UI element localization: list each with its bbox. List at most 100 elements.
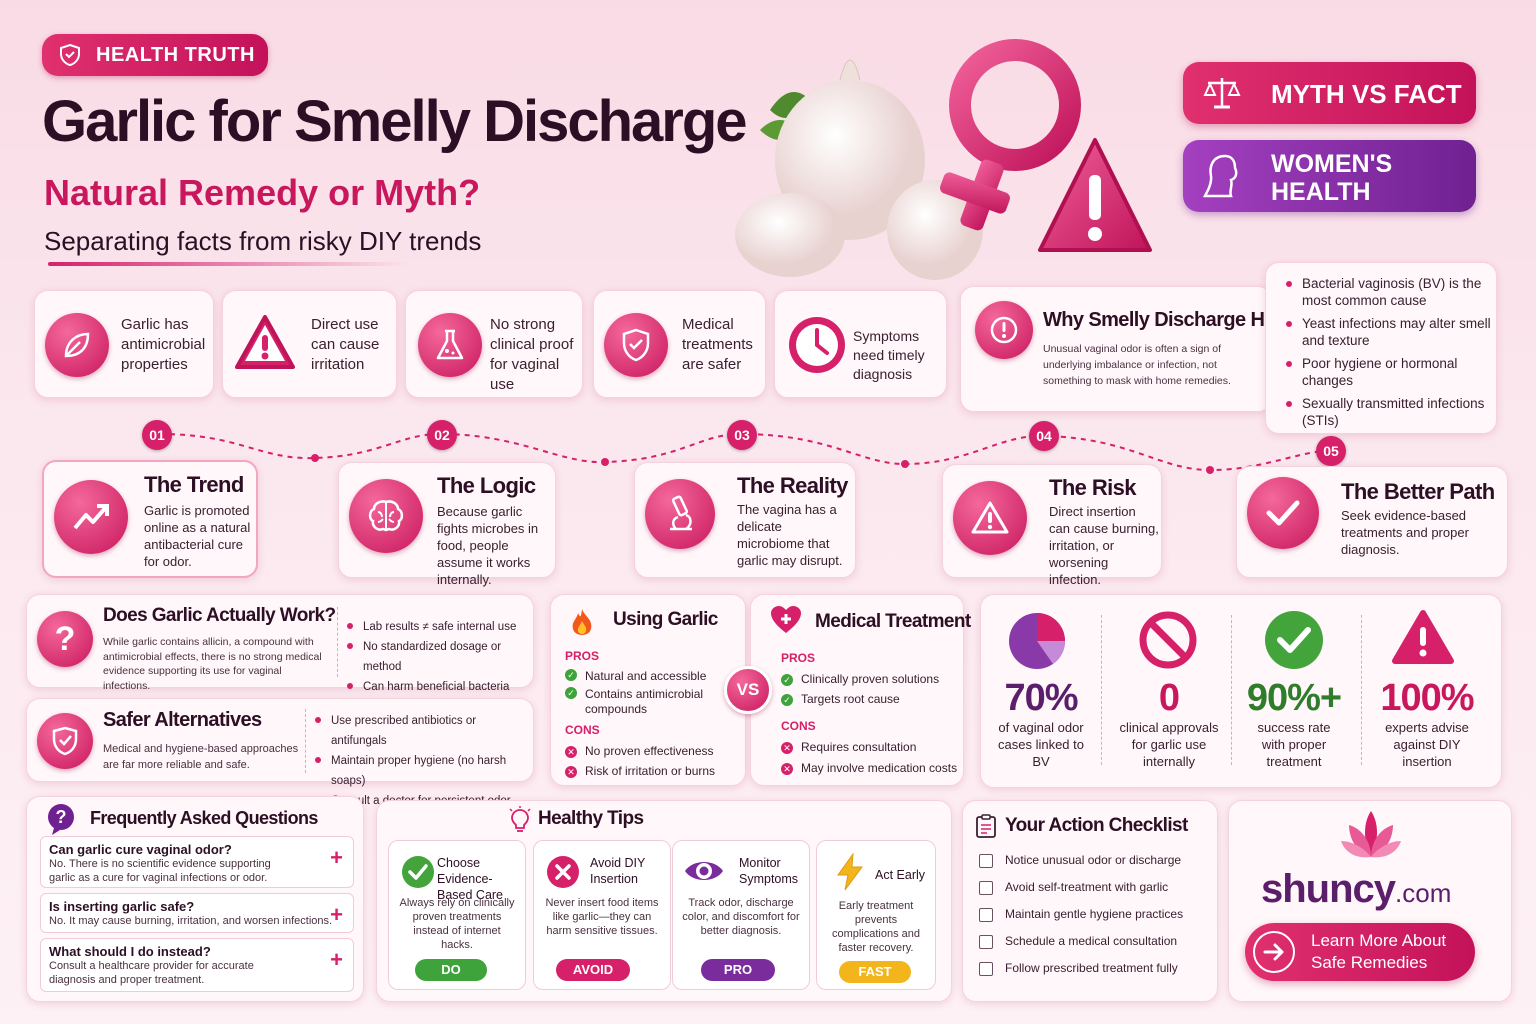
warning-icon xyxy=(953,481,1027,555)
con-item: Risk of irritation or burns xyxy=(585,764,716,778)
does-work-text: While garlic contains allicin, a compoun… xyxy=(103,636,322,692)
faq-item[interactable]: Can garlic cure vaginal odor? No. There … xyxy=(40,836,354,888)
safer-points: Use prescribed antibiotics or antifungal… xyxy=(311,711,533,811)
checkbox[interactable] xyxy=(979,880,993,895)
checkbox[interactable] xyxy=(979,907,993,922)
lightbulb-icon xyxy=(508,806,532,839)
tip-body: Early treatment prevents complications a… xyxy=(831,900,921,954)
expand-plus-icon[interactable]: + xyxy=(330,947,343,972)
tip-tag: FAST xyxy=(839,961,911,983)
womens-health-pill: WOMEN'S HEALTH xyxy=(1183,140,1476,212)
stat-label: experts advise against DIY insertion xyxy=(1385,720,1469,769)
tip-card-do: Choose Evidence-Based Care Always rely o… xyxy=(388,840,526,990)
compare-medical-card: Medical Treatment PROS ✓ Clinically prove… xyxy=(750,594,971,786)
medical-compare-title: Medical Treatment xyxy=(815,611,971,632)
fact-card-no-proof: No strong clinical proof for vaginal use xyxy=(405,290,583,398)
tip-body: Track odor, discharge color, and discomf… xyxy=(682,897,800,937)
faq-title: Frequently Asked Questions xyxy=(90,808,318,828)
tip-card-avoid: Avoid DIY Insertion Never insert food it… xyxy=(533,840,671,990)
does-work-card: ? Does Garlic Actually Work? While garli… xyxy=(26,594,534,693)
alert-circle-icon xyxy=(975,301,1033,359)
checklist-label: Notice unusual odor or discharge xyxy=(1005,853,1182,867)
tip-card-fast: Act Early Early treatment prevents compl… xyxy=(816,840,936,990)
divider xyxy=(1101,615,1102,765)
question-icon: ? xyxy=(37,611,93,667)
heart-plus-icon xyxy=(769,605,803,640)
pro-item: Natural and accessible xyxy=(585,669,707,683)
step-card-risk: The Risk Direct insertion can cause burn… xyxy=(942,464,1162,587)
checkbox[interactable] xyxy=(979,853,993,868)
medical-pros-label: PROS xyxy=(781,651,816,665)
faq-item[interactable]: Is inserting garlic safe? No. It may cau… xyxy=(40,893,354,933)
expand-plus-icon[interactable]: + xyxy=(330,902,343,927)
page-tagline: Separating facts from risky DIY trends xyxy=(44,226,482,256)
step-number: 05 xyxy=(1316,436,1346,466)
check-icon xyxy=(1247,477,1319,549)
checklist-item[interactable]: Follow prescribed treatment fully xyxy=(979,955,1215,982)
lightning-icon xyxy=(835,852,865,896)
step-title: The Better Path xyxy=(1341,479,1495,504)
woman-profile-icon xyxy=(1201,152,1247,205)
does-work-title: Does Garlic Actually Work? xyxy=(103,605,336,626)
faq-answer: Consult a healthcare provider for accura… xyxy=(49,960,254,986)
tips-title: Healthy Tips xyxy=(538,808,644,829)
x-icon: ✕ xyxy=(565,745,577,758)
learn-more-button[interactable]: Learn More About Safe Remedies xyxy=(1245,923,1475,981)
microscope-icon xyxy=(645,479,715,549)
faq-item[interactable]: What should I do instead? Consult a heal… xyxy=(40,938,354,992)
faq-answer: No. There is no scientific evidence supp… xyxy=(49,858,271,884)
x-circle-icon xyxy=(546,855,580,894)
causes-list: Bacterial vaginosis (BV) is the most com… xyxy=(1282,275,1492,429)
medical-cons-list: ✕ Requires consultation ✕ May involve medi… xyxy=(781,737,961,779)
shield-check-icon xyxy=(604,313,668,377)
brain-icon xyxy=(349,479,423,553)
tip-head: Act Early xyxy=(875,868,926,882)
badge-label: HEALTH TRUTH xyxy=(96,44,255,66)
brand-suffix: .com xyxy=(1395,878,1452,908)
fact-card-irritation: Direct use can cause irritation xyxy=(222,290,397,398)
arrow-right-icon xyxy=(1253,931,1295,973)
checklist-label: Avoid self-treatment with garlic xyxy=(1005,880,1169,894)
tip-head: Choose Evidence-Based Care xyxy=(437,856,504,902)
checklist-item[interactable]: Maintain gentle hygiene practices xyxy=(979,901,1215,928)
lotus-logo-icon xyxy=(1339,807,1403,872)
step-card-logic: The Logic Because garlic fights microbes… xyxy=(338,462,556,587)
eye-icon xyxy=(683,857,725,890)
step-text: The vagina has a delicate microbiome tha… xyxy=(737,502,843,568)
step-number: 03 xyxy=(727,420,757,450)
checklist-label: Maintain gentle hygiene practices xyxy=(1005,907,1184,921)
checklist-label: Schedule a medical consultation xyxy=(1005,934,1178,948)
checklist-title: Your Action Checklist xyxy=(1005,815,1188,836)
expand-plus-icon[interactable]: + xyxy=(330,845,343,870)
causes-card: Bacterial vaginosis (BV) is the most com… xyxy=(1265,262,1497,434)
checkbox[interactable] xyxy=(979,961,993,976)
checklist-item[interactable]: Schedule a medical consultation xyxy=(979,928,1215,955)
x-icon: ✕ xyxy=(565,765,577,778)
step-number: 01 xyxy=(142,420,172,450)
brand-wordmark: shuncy.com xyxy=(1261,867,1451,912)
divider xyxy=(1231,615,1232,765)
clock-icon xyxy=(785,313,849,382)
fact-text: Medical treatments are safer xyxy=(682,316,753,373)
fact-text: No strong clinical proof for vaginal use xyxy=(490,316,574,393)
prohibited-icon xyxy=(1137,609,1199,676)
step-card-reality: The Reality The vagina has a delicate mi… xyxy=(634,462,856,578)
checkbox[interactable] xyxy=(979,934,993,949)
cause-item: Sexually transmitted infections (STIs) xyxy=(1282,395,1492,429)
clipboard-icon xyxy=(975,813,997,844)
hero-illustration xyxy=(730,20,1190,280)
tip-head: Monitor Symptoms xyxy=(739,856,799,886)
safer-card: Safer Alternatives Medical and hygiene-b… xyxy=(26,698,534,807)
tip-tag: AVOID xyxy=(556,959,630,981)
check-icon: ✓ xyxy=(781,673,793,686)
tip-card-pro: Monitor Symptoms Track odor, discharge c… xyxy=(672,840,810,990)
garlic-cons-label: CONS xyxy=(565,723,600,737)
point-item: Maintain proper hygiene (no harsh soaps) xyxy=(311,751,533,791)
checklist-item[interactable]: Notice unusual odor or discharge xyxy=(979,847,1215,874)
cta-line-1: Learn More About xyxy=(1311,931,1447,950)
stat-value: 0 xyxy=(1158,677,1180,719)
checklist-item[interactable]: Avoid self-treatment with garlic xyxy=(979,874,1215,901)
womens-health-label-2: HEALTH xyxy=(1271,178,1371,206)
safer-text: Medical and hygiene-based approaches are… xyxy=(103,743,299,771)
fact-card-diagnosis: Symptoms need timely diagnosis xyxy=(774,290,947,398)
